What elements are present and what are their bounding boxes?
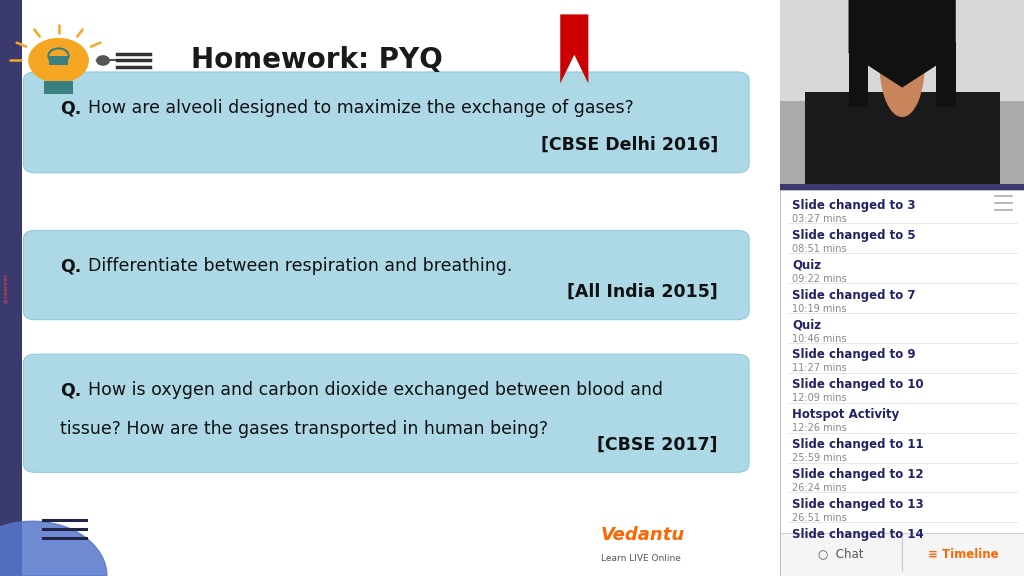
Text: Slide changed to 14: Slide changed to 14 <box>793 528 925 541</box>
Text: Differentiate between respiration and breathing.: Differentiate between respiration and br… <box>88 257 513 275</box>
FancyBboxPatch shape <box>805 92 999 184</box>
Text: [All India 2015]: [All India 2015] <box>567 283 718 301</box>
FancyBboxPatch shape <box>0 0 22 576</box>
Text: Vedantu: Vedantu <box>601 526 685 544</box>
Text: tissue? How are the gases transported in human being?: tissue? How are the gases transported in… <box>60 420 548 438</box>
Circle shape <box>96 56 110 65</box>
Text: 10:46 mins: 10:46 mins <box>793 334 847 343</box>
Text: 25:59 mins: 25:59 mins <box>793 453 847 463</box>
Text: Slide changed to 5: Slide changed to 5 <box>793 229 916 242</box>
Text: Slide changed to 9: Slide changed to 9 <box>793 348 916 362</box>
FancyBboxPatch shape <box>24 230 750 320</box>
Text: Slide changed to 10: Slide changed to 10 <box>793 378 924 392</box>
Text: Slide changed to 11: Slide changed to 11 <box>793 438 924 452</box>
Text: 11:27 mins: 11:27 mins <box>793 363 847 373</box>
Text: [CBSE 2017]: [CBSE 2017] <box>597 435 718 453</box>
Text: Homework: PYQ: Homework: PYQ <box>191 47 443 74</box>
Text: Learn LIVE Online: Learn LIVE Online <box>601 554 681 563</box>
Text: Q.: Q. <box>60 381 81 399</box>
FancyBboxPatch shape <box>780 0 1024 101</box>
FancyBboxPatch shape <box>0 0 780 576</box>
Text: Hotspot Activity: Hotspot Activity <box>793 408 900 422</box>
Text: Q.: Q. <box>60 257 81 275</box>
Text: 03:27 mins: 03:27 mins <box>793 214 847 223</box>
Text: 26:24 mins: 26:24 mins <box>793 483 847 493</box>
FancyBboxPatch shape <box>780 0 1024 184</box>
Text: How are alveoli designed to maximize the exchange of gases?: How are alveoli designed to maximize the… <box>88 99 634 117</box>
Text: Slide changed to 7: Slide changed to 7 <box>793 289 916 302</box>
Text: How is oxygen and carbon dioxide exchanged between blood and: How is oxygen and carbon dioxide exchang… <box>88 381 664 399</box>
Text: Slide changed to 3: Slide changed to 3 <box>793 199 916 212</box>
FancyBboxPatch shape <box>780 533 1024 576</box>
Polygon shape <box>0 521 106 576</box>
Circle shape <box>881 13 924 116</box>
Polygon shape <box>849 0 955 88</box>
FancyBboxPatch shape <box>849 43 868 107</box>
Text: 26:51 mins: 26:51 mins <box>793 513 847 523</box>
FancyBboxPatch shape <box>936 43 955 107</box>
Text: 12:26 mins: 12:26 mins <box>793 423 847 433</box>
Text: [CBSE Delhi 2016]: [CBSE Delhi 2016] <box>541 136 718 154</box>
Polygon shape <box>560 14 589 84</box>
FancyBboxPatch shape <box>49 56 68 65</box>
Text: Slide changed to 13: Slide changed to 13 <box>793 498 924 511</box>
Text: 12:09 mins: 12:09 mins <box>793 393 847 403</box>
FancyBboxPatch shape <box>780 0 1024 576</box>
FancyBboxPatch shape <box>780 190 1024 533</box>
Text: Slide changed to 12: Slide changed to 12 <box>793 468 924 482</box>
FancyBboxPatch shape <box>24 354 750 472</box>
Text: Quiz: Quiz <box>793 259 821 272</box>
Text: 09:22 mins: 09:22 mins <box>793 274 847 283</box>
Circle shape <box>29 39 88 82</box>
FancyBboxPatch shape <box>44 81 73 94</box>
Text: 08:51 mins: 08:51 mins <box>793 244 847 253</box>
Text: 10:19 mins: 10:19 mins <box>793 304 847 313</box>
FancyBboxPatch shape <box>24 72 750 173</box>
Text: Q.: Q. <box>60 99 81 117</box>
Text: ≡ Timeline: ≡ Timeline <box>928 548 998 560</box>
Text: screenrec: screenrec <box>4 272 9 304</box>
Text: Quiz: Quiz <box>793 319 821 332</box>
Text: ○  Chat: ○ Chat <box>818 548 864 560</box>
